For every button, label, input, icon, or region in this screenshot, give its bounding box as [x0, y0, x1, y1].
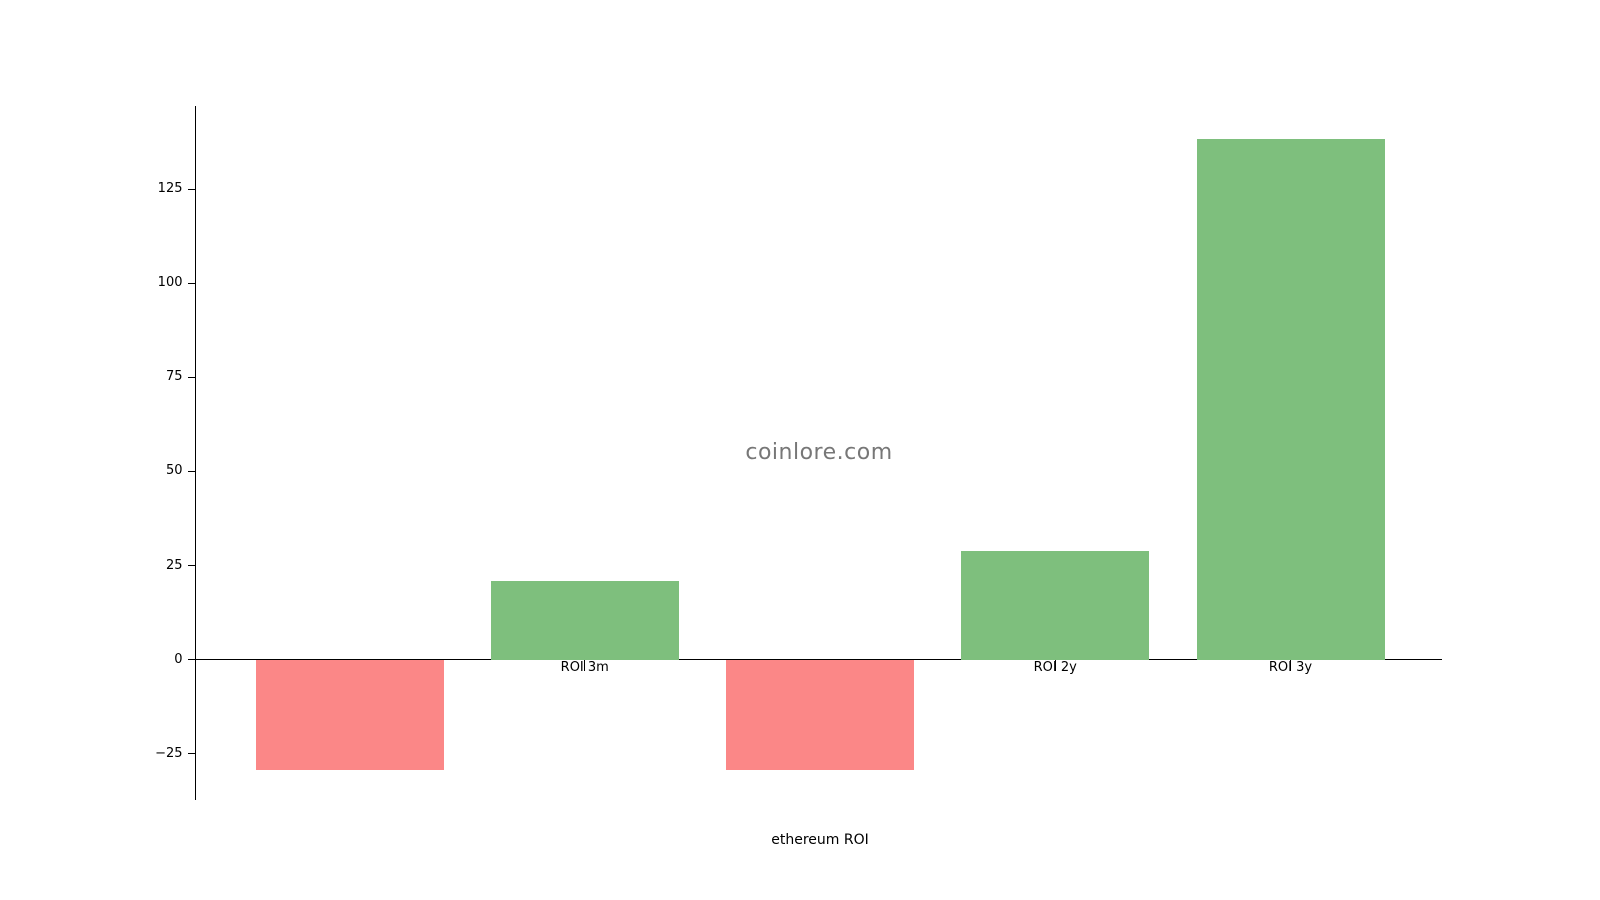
bar-roi-2y [961, 551, 1150, 660]
x-tick-label: ROI 3y [1268, 659, 1313, 675]
y-tick-label: 25 [165, 557, 183, 573]
y-tick-label: 50 [165, 463, 183, 479]
y-tick-label: 100 [157, 275, 183, 291]
y-tick-mark [188, 564, 196, 567]
bar-unlabeled-1 [255, 659, 444, 770]
y-tick-label: 0 [174, 651, 183, 667]
y-tick-mark [188, 376, 196, 378]
y-tick-mark [188, 659, 196, 661]
x-tick-mark [584, 659, 586, 671]
x-tick-label: ROI 3m [560, 659, 609, 675]
y-axis-spine [195, 106, 197, 800]
y-tick-label: 75 [165, 369, 183, 385]
x-tick-mark [1054, 659, 1056, 671]
x-axis-zero-line [195, 658, 1442, 661]
y-tick-mark [188, 753, 196, 755]
bar-roi-3y [1196, 139, 1385, 660]
x-tick-label: ROI 2y [1033, 659, 1077, 675]
y-tick-mark [188, 188, 196, 190]
y-tick-mark [188, 470, 196, 473]
watermark: coinlore.com [745, 440, 893, 465]
x-axis-title: ethereum ROI [771, 832, 869, 848]
x-tick-mark [1289, 659, 1292, 671]
bar-roi-3m [490, 580, 679, 660]
y-tick-label: 125 [157, 181, 183, 197]
y-tick-mark [188, 282, 196, 284]
y-tick-label: −25 [155, 745, 183, 761]
bar-unlabeled-3 [726, 659, 914, 771]
